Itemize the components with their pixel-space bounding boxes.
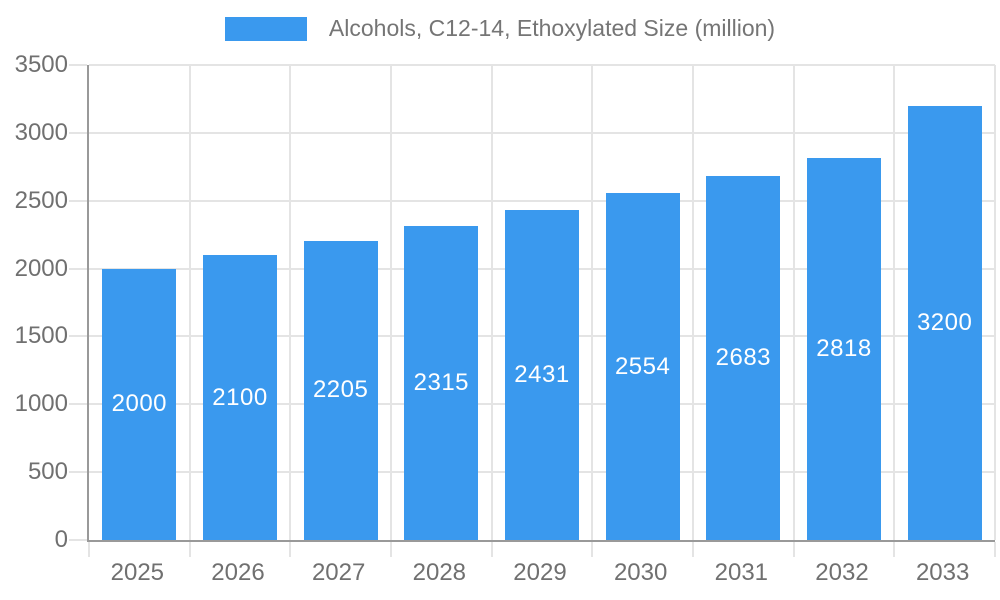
x-axis-tick [88,542,90,557]
legend-item[interactable]: Alcohols, C12-14, Ethoxylated Size (mill… [224,15,776,42]
bar-value-label: 2431 [514,361,570,389]
y-axis-tick [69,199,87,202]
bar[interactable]: 2205 [303,240,378,540]
y-axis-tick [69,131,87,134]
y-axis-tick [69,403,87,406]
x-axis-tick [490,542,493,557]
y-axis-tick-label: 3000 [14,118,68,146]
x-axis-tick [289,542,292,557]
bar[interactable]: 3200 [907,105,982,540]
y-axis-tick-label: 1000 [14,390,68,418]
x-axis-tick-label: 2026 [211,559,265,586]
x-axis-tick-label: 2028 [412,559,467,586]
x-axis-tick-label: 2030 [613,559,668,586]
y-axis-tick-label: 3500 [14,51,68,78]
y-axis-tick [69,267,87,270]
h-gridline [89,131,995,134]
bar-value-label: 2100 [212,383,268,411]
h-gridline [89,64,995,66]
x-axis-tick-label: 2033 [915,559,970,586]
bar[interactable]: 2431 [505,210,579,540]
y-axis-tick-label: 2000 [14,254,68,282]
x-axis-tick-label: 2031 [714,559,769,586]
x-axis-tick-label: 2029 [513,559,567,586]
v-gridline [490,65,493,540]
x-axis-tick [994,542,996,557]
y-axis-tick [69,539,87,541]
y-axis-tick [69,64,87,66]
x-axis-tick [792,542,795,557]
y-axis-tick-label: 500 [27,458,68,486]
x-axis-tick [188,542,191,557]
chart-legend: Alcohols, C12-14, Ethoxylated Size (mill… [0,15,1000,42]
y-axis-tick-label: 1500 [14,322,68,350]
legend-series-label: Alcohols, C12-14, Ethoxylated Size (mill… [328,15,776,41]
x-axis-tick [893,542,896,557]
x-axis-tick [692,542,694,557]
y-axis-tick [69,335,87,338]
v-gridline [893,65,896,540]
x-axis-tick-label: 2025 [110,559,165,586]
v-gridline [188,65,191,540]
bar-value-label: 2554 [614,352,671,380]
y-axis-tick-label: 2500 [14,186,68,214]
x-axis-tick-label: 2032 [815,559,869,586]
plot-area: 2000 2100 2205 2315 2431 2554 2683 2818 3200 [69,64,996,557]
v-gridline [289,65,292,540]
v-gridline [994,65,996,540]
bar[interactable]: 2683 [706,175,781,540]
h-gridline [89,199,995,202]
bar[interactable]: 2818 [807,157,881,540]
v-gridline [692,65,694,540]
bar-value-label: 2000 [111,390,168,418]
bar[interactable]: 2315 [404,225,479,540]
bar-value-label: 2205 [312,376,369,404]
legend-color-swatch [224,16,307,41]
bar[interactable]: 2100 [203,255,277,540]
v-gridline [390,65,392,540]
y-axis-tick [69,471,87,474]
v-gridline [591,65,594,540]
bar[interactable]: 2000 [102,268,177,540]
x-axis-tick-label: 2027 [311,559,366,586]
x-axis-tick [591,542,594,557]
bar[interactable]: 2554 [605,193,680,540]
bar-value-label: 2683 [715,343,772,371]
bar-value-label: 3200 [916,308,973,336]
v-gridline [792,65,795,540]
bar-value-label: 2818 [816,334,872,362]
y-axis-tick-label: 0 [54,526,68,553]
x-axis-tick [390,542,392,557]
bar-value-label: 2315 [413,368,470,396]
